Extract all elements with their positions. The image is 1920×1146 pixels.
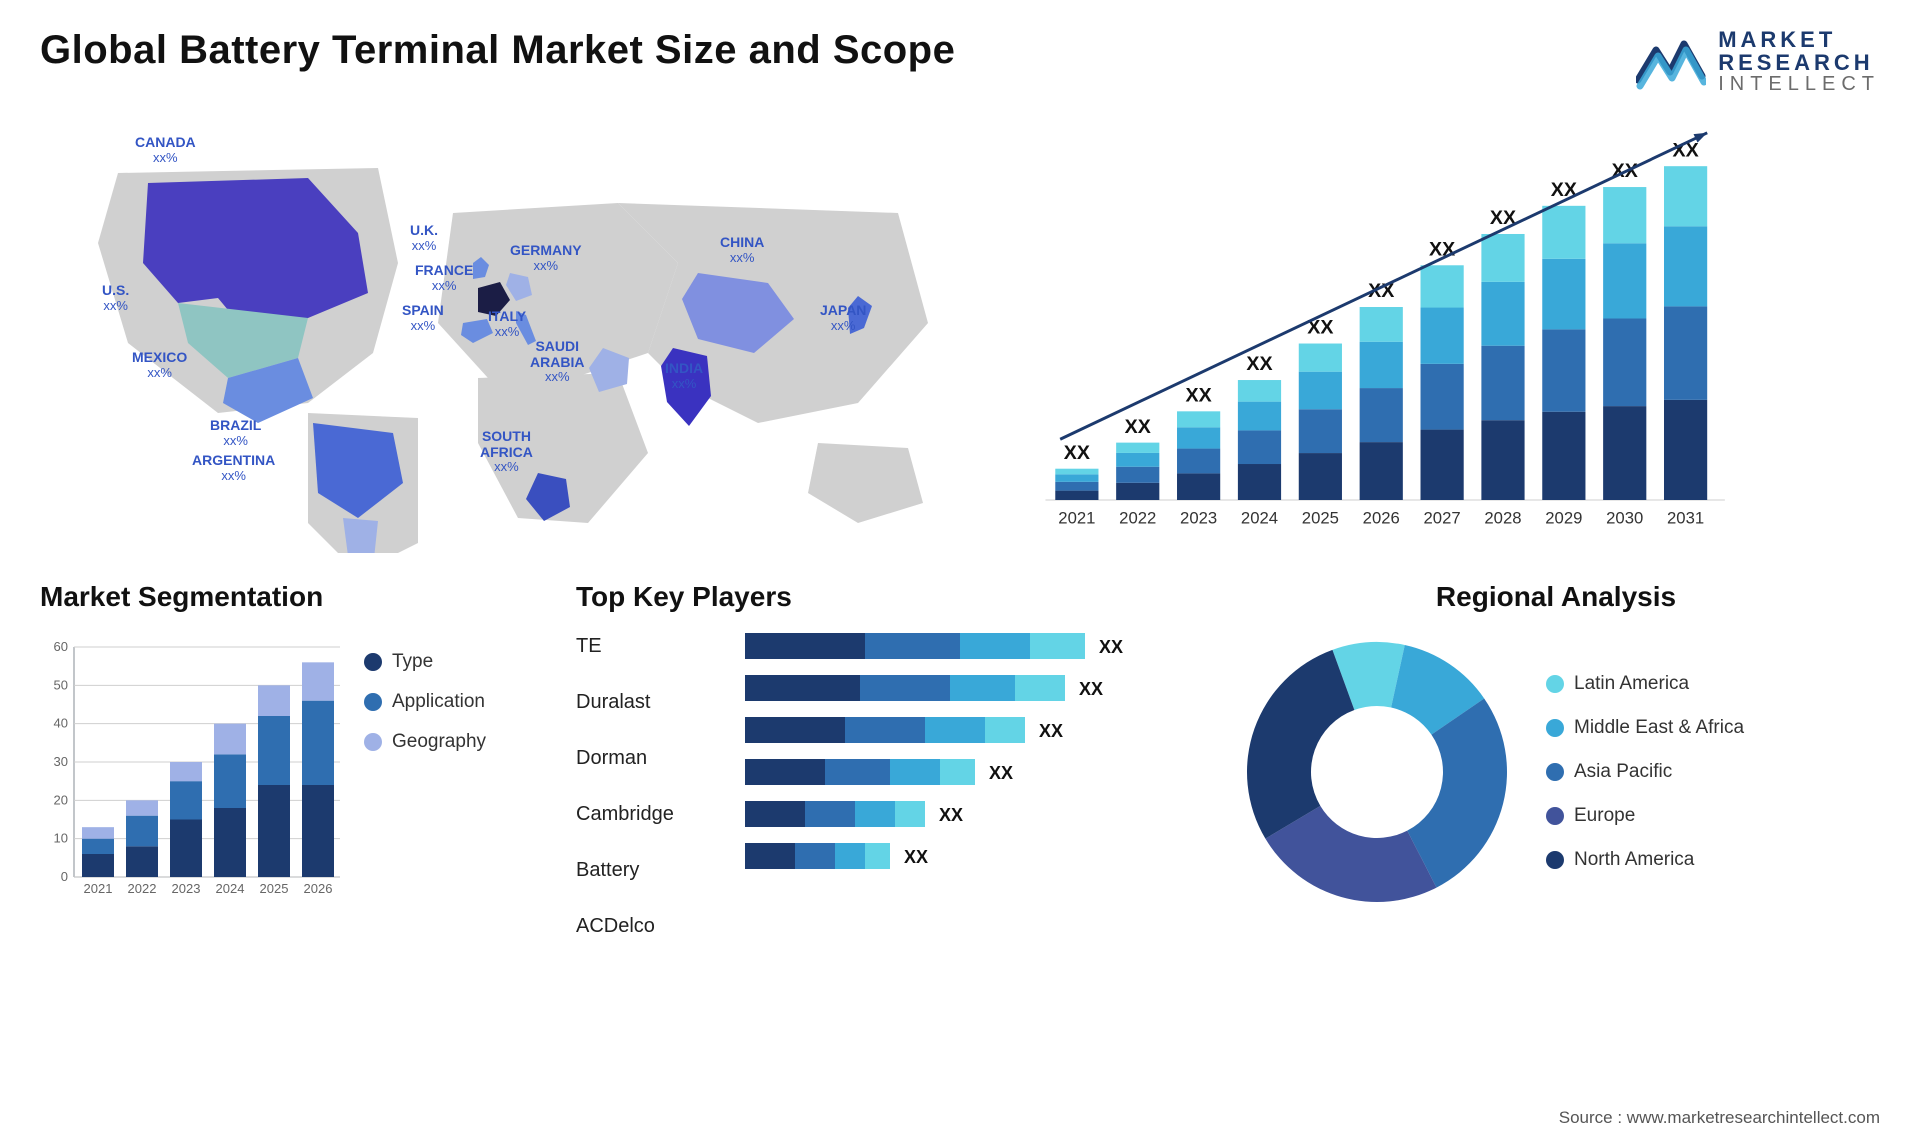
svg-text:XX: XX [904,847,928,867]
svg-text:2028: 2028 [1484,509,1521,528]
map-label-canada: CANADAxx% [135,135,196,165]
svg-text:XX: XX [1125,416,1151,438]
map-label-mexico: MEXICOxx% [132,350,187,380]
player-name-dorman: Dorman [576,745,716,787]
svg-text:2026: 2026 [1363,509,1400,528]
player-name-battery: Battery [576,857,716,899]
svg-text:2031: 2031 [1667,509,1704,528]
svg-text:2023: 2023 [172,881,201,896]
logo-swoosh-icon [1636,32,1706,92]
segmentation-title: Market Segmentation [40,581,540,613]
svg-text:2022: 2022 [1119,509,1156,528]
region-legend-europe: Europe [1546,805,1744,827]
logo-line3: INTELLECT [1718,74,1880,95]
svg-text:2021: 2021 [84,881,113,896]
seg-legend-geography: Geography [364,731,486,753]
svg-text:2026: 2026 [304,881,333,896]
logo-line2: RESEARCH [1718,51,1880,74]
map-label-saudi-arabia: SAUDIARABIAxx% [530,339,584,384]
source-text: Source : www.marketresearchintellect.com [1559,1108,1880,1128]
svg-text:XX: XX [1246,353,1272,375]
regional-legend: Latin America Middle East & Africa Asia Pa… [1546,673,1744,871]
svg-text:2023: 2023 [1180,509,1217,528]
seg-legend-application: Application [364,691,486,713]
page-title: Global Battery Terminal Market Size and … [40,28,955,73]
player-name-cambridge: Cambridge [576,801,716,843]
map-label-brazil: BRAZILxx% [210,418,261,448]
map-label-italy: ITALYxx% [488,309,526,339]
map-label-u-s-: U.S.xx% [102,283,129,313]
svg-text:0: 0 [61,869,68,884]
logo-line1: MARKET [1718,28,1880,51]
svg-text:2024: 2024 [216,881,245,896]
svg-text:XX: XX [1039,721,1063,741]
forecast-svg: 2021XX2022XX2023XX2024XX2025XX2026XX2027… [1016,123,1880,553]
map-label-japan: JAPANxx% [820,303,866,333]
svg-text:2030: 2030 [1606,509,1643,528]
region-legend-north-america: North America [1546,849,1744,871]
map-label-germany: GERMANYxx% [510,243,582,273]
region-legend-asia-pacific: Asia Pacific [1546,761,1744,783]
svg-text:30: 30 [54,754,68,769]
regional-title: Regional Analysis [1232,581,1880,613]
map-label-argentina: ARGENTINAxx% [192,453,275,483]
forecast-chart: 2021XX2022XX2023XX2024XX2025XX2026XX2027… [1016,123,1880,553]
svg-text:XX: XX [1186,385,1212,407]
map-label-u-k-: U.K.xx% [410,223,438,253]
svg-text:XX: XX [1099,637,1123,657]
svg-text:2022: 2022 [128,881,157,896]
map-label-china: CHINAxx% [720,235,764,265]
svg-text:60: 60 [54,639,68,654]
svg-text:XX: XX [989,763,1013,783]
map-label-spain: SPAINxx% [402,303,444,333]
players-panel: Top Key Players TE Duralast Dorman Cambridg… [576,581,1196,955]
svg-text:2029: 2029 [1545,509,1582,528]
segmentation-chart: 0 10 20 30 40 50 60 2021 2022 2023 2024 2025 2026 [40,627,340,907]
svg-text:50: 50 [54,678,68,693]
region-legend-latin-america: Latin America [1546,673,1744,695]
svg-text:20: 20 [54,793,68,808]
svg-text:XX: XX [1079,679,1103,699]
svg-text:2027: 2027 [1424,509,1461,528]
map-label-india: INDIAxx% [665,361,703,391]
svg-text:XX: XX [1064,442,1090,464]
regional-panel: Regional Analysis Latin America Middle Ea… [1232,581,1880,955]
map-label-france: FRANCExx% [415,263,473,293]
brand-logo: MARKET RESEARCH INTELLECT [1636,28,1880,95]
players-chart: XX XX XX XX XX XX [734,627,1196,907]
segmentation-legend: Type Application Geography [364,627,486,753]
seg-legend-type: Type [364,651,486,673]
segmentation-panel: Market Segmentation 0 10 20 30 40 50 60 2021 202… [40,581,540,955]
svg-text:40: 40 [54,716,68,731]
map-label-south-africa: SOUTHAFRICAxx% [480,429,533,474]
svg-text:2025: 2025 [260,881,289,896]
region-legend-middle-east-africa: Middle East & Africa [1546,717,1744,739]
svg-text:2025: 2025 [1302,509,1339,528]
svg-text:2024: 2024 [1241,509,1278,528]
svg-text:10: 10 [54,831,68,846]
svg-text:2021: 2021 [1058,509,1095,528]
player-name-duralast: Duralast [576,689,716,731]
players-title: Top Key Players [576,581,1196,613]
regional-donut [1232,627,1522,917]
world-map: CANADAxx% U.S.xx% MEXICOxx% BRAZILxx% ARGENT… [40,123,976,553]
svg-text:XX: XX [939,805,963,825]
players-names: TE Duralast Dorman Cambridge Battery ACDelco [576,627,716,955]
player-name-acdelco: ACDelco [576,913,716,955]
player-name-te: TE [576,633,716,675]
